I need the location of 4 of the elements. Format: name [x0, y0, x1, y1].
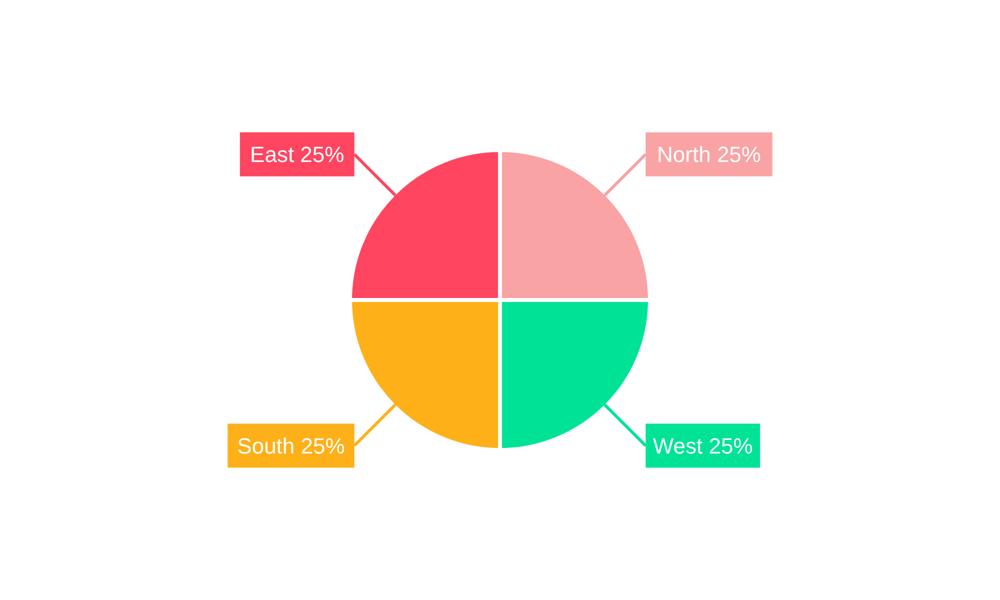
slice-label: North 25% [657, 142, 761, 168]
slice-label: South 25% [237, 433, 345, 458]
slice-label: West 25% [652, 433, 753, 458]
slice-label: East 25% [250, 142, 344, 168]
